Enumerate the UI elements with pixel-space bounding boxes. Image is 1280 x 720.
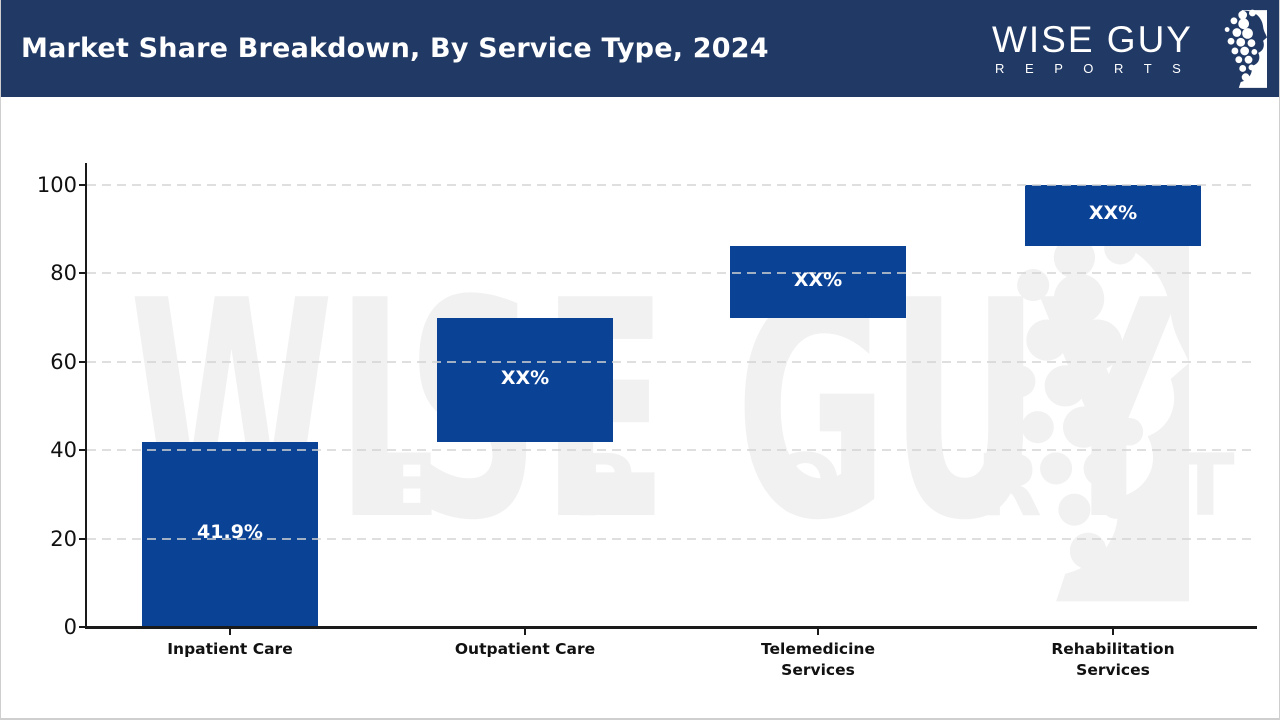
logo-face-icon [1224, 9, 1267, 88]
x-category-label-line: Services [781, 661, 855, 679]
y-tick-label-60: 60 [50, 349, 77, 374]
bar-value-label: XX% [793, 268, 843, 291]
x-tick [229, 629, 231, 635]
y-tick-label-20: 20 [50, 526, 77, 551]
x-category-label: Telemedicine Services [708, 639, 928, 681]
x-tick [1112, 629, 1114, 635]
y-tick-40 [79, 449, 86, 452]
logo-wordmark-line1: WISE GUY [991, 19, 1193, 60]
gridline-20 [87, 537, 1257, 540]
x-category-label-line: Rehabilitation [1051, 640, 1175, 658]
gridline-40 [87, 449, 1257, 452]
bar-value-label: 41.9% [197, 521, 263, 544]
y-tick-label-100: 100 [36, 173, 77, 197]
x-category-label-line: Outpatient Care [454, 640, 596, 658]
logo-wordmark: WISE GUY R E P O R T S [992, 21, 1193, 76]
x-category-label: Rehabilitation Services [1003, 639, 1223, 681]
x-category-label: Outpatient Care [415, 639, 635, 660]
bar-segment [437, 317, 613, 442]
gridline-80 [87, 272, 1257, 275]
x-category-label-line: Inpatient Care [167, 640, 293, 658]
y-tick-label-0: 0 [63, 615, 77, 639]
bar-value-label: XX% [500, 366, 550, 389]
y-tick-label-40: 40 [50, 438, 77, 463]
watermark-face-icon [989, 232, 1189, 602]
y-axis-line [85, 163, 87, 629]
bar-segment [730, 245, 906, 318]
page-title: Market Share Breakdown, By Service Type,… [21, 33, 769, 64]
x-category-label: Inpatient Care [120, 639, 340, 660]
x-category-label-line: Services [1076, 661, 1150, 679]
wise-guy-logo: WISE GUY R E P O R T S [992, 8, 1267, 90]
x-category-label-line: Telemedicine [761, 640, 875, 658]
y-tick-20 [79, 537, 86, 540]
header-bar: Market Share Breakdown, By Service Type,… [1, 0, 1279, 97]
bar-segment [142, 441, 318, 627]
y-tick-0 [79, 626, 86, 628]
y-tick-60 [79, 360, 86, 363]
bar-value-label: XX% [1088, 202, 1138, 225]
bar-segment [1025, 185, 1201, 246]
x-tick [817, 629, 819, 635]
gridline-60 [87, 360, 1257, 363]
y-tick-80 [79, 272, 86, 275]
gridline-100 [87, 184, 1257, 186]
x-axis-line [85, 626, 1257, 629]
y-tick-100 [79, 184, 86, 186]
logo-wordmark-line2: R E P O R T S [994, 61, 1190, 76]
x-tick [524, 629, 526, 635]
y-tick-label-80: 80 [50, 261, 77, 286]
